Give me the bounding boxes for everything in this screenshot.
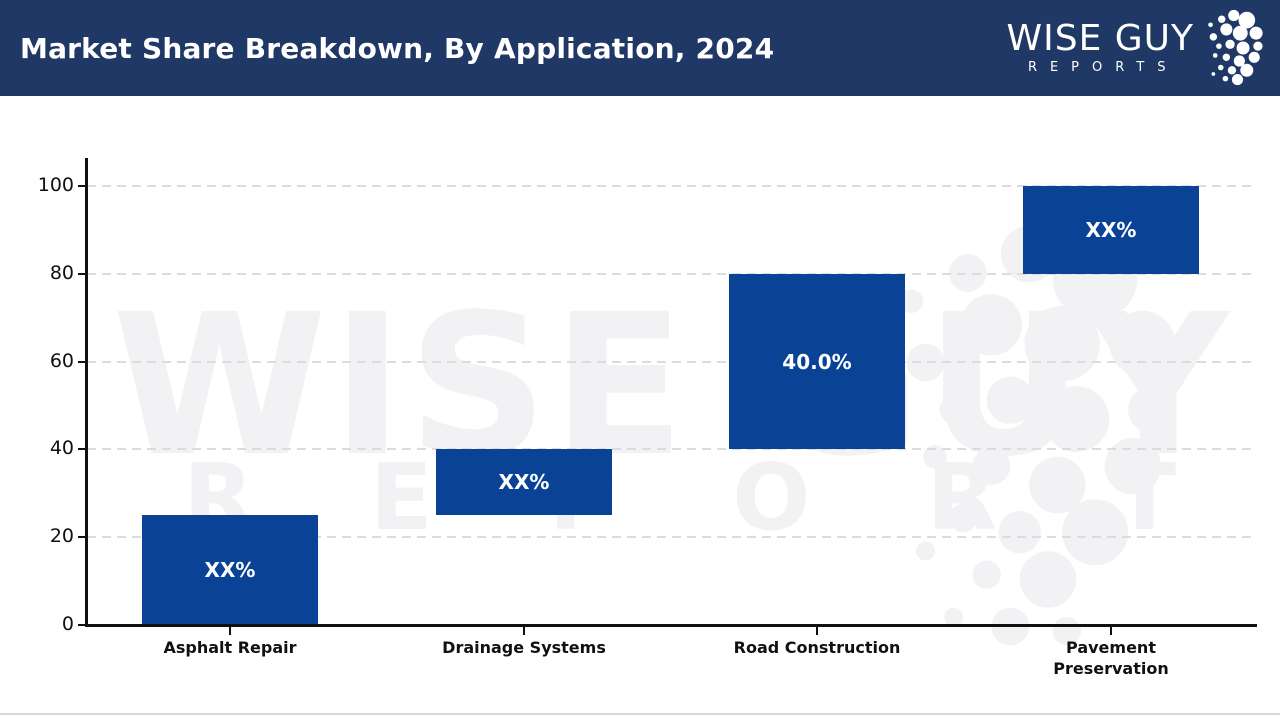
bar-value-label-drainage-systems: XX% — [498, 470, 550, 495]
y-tickmark-20 — [78, 536, 87, 539]
x-axis-line — [85, 624, 1257, 627]
y-tick-label-60: 60 — [49, 349, 74, 372]
page-title: Market Share Breakdown, By Application, … — [20, 31, 775, 65]
bottom-border-line — [0, 713, 1280, 715]
bar-asphalt-repair: XX% — [142, 515, 318, 625]
x-tickmark-asphalt-repair — [229, 627, 231, 635]
y-tick-label-100: 100 — [37, 174, 74, 196]
x-tickmark-road-construction — [816, 627, 818, 635]
y-tickmark-0 — [78, 624, 87, 626]
bar-pavement-preservation: XX% — [1023, 186, 1199, 274]
y-tick-label-80: 80 — [49, 261, 74, 284]
gridline-20 — [87, 536, 1257, 539]
y-tick-label-40: 40 — [49, 437, 74, 460]
brand-subtitle: REPORTS — [1027, 60, 1179, 75]
watermark-face-icon — [899, 225, 1176, 646]
brand-logo-text: WISE GUY REPORTS — [1006, 18, 1195, 76]
x-tickmark-drainage-systems — [523, 627, 525, 635]
y-tickmark-40 — [78, 448, 87, 451]
gridline-60 — [87, 360, 1257, 363]
bar-road-construction: 40.0% — [729, 273, 905, 450]
brand-name: WISE GUY — [1006, 18, 1194, 59]
gridline-80 — [87, 272, 1257, 275]
bar-value-label-pavement-preservation: XX% — [1085, 217, 1137, 242]
y-axis-line — [85, 158, 88, 627]
y-tick-label-20: 20 — [49, 525, 74, 548]
x-tickmark-pavement-preservation — [1110, 627, 1112, 635]
y-tick-label-0: 0 — [61, 613, 74, 635]
bar-value-label-road-construction: 40.0% — [782, 349, 852, 374]
x-label-asphalt-repair: Asphalt Repair — [163, 638, 297, 657]
x-label-drainage-systems: Drainage Systems — [442, 638, 606, 657]
bar-value-label-asphalt-repair: XX% — [204, 558, 256, 583]
bar-drainage-systems: XX% — [436, 449, 612, 516]
x-label-pavement-preservation: Pavement Preservation — [1053, 638, 1169, 678]
gridline-100 — [87, 185, 1257, 187]
y-tickmark-100 — [78, 185, 87, 187]
header-bar: Market Share Breakdown, By Application, … — [0, 0, 1280, 96]
y-tickmark-80 — [78, 272, 87, 275]
y-tickmark-60 — [78, 360, 87, 363]
brand-logo: WISE GUY REPORTS — [1007, 9, 1280, 87]
x-label-road-construction: Road Construction — [733, 638, 901, 657]
brand-face-icon — [1208, 9, 1263, 86]
gridline-40 — [87, 448, 1257, 451]
